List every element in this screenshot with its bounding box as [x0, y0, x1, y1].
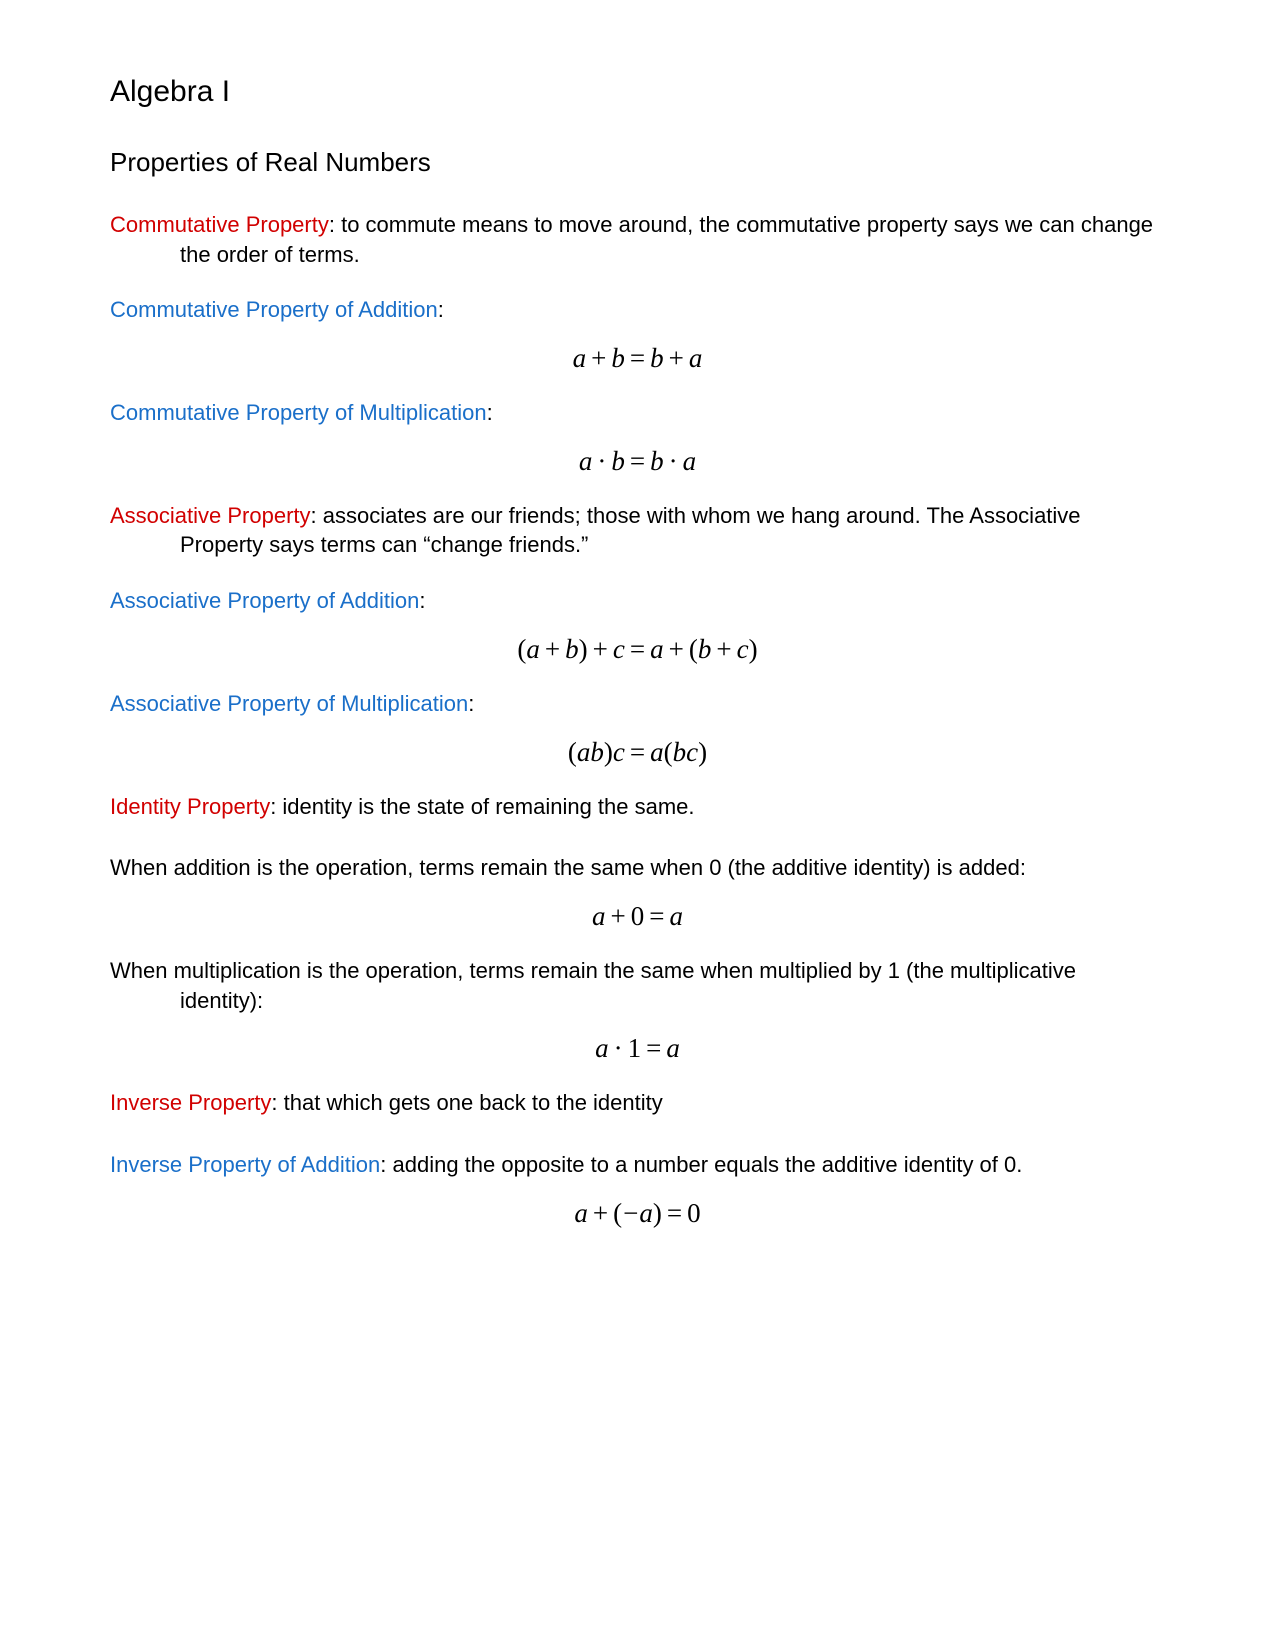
identity-addition-text: When addition is the operation, terms re…	[110, 853, 1165, 883]
colon: :	[487, 400, 493, 425]
inverse-definition: Inverse Property: that which gets one ba…	[110, 1088, 1165, 1118]
section-subtitle: Properties of Real Numbers	[110, 147, 1165, 178]
identity-definition: Identity Property: identity is the state…	[110, 792, 1165, 822]
inverse-desc: : that which gets one back to the identi…	[271, 1090, 662, 1115]
commutative-multiplication-formula: a·b=b·a	[110, 446, 1165, 477]
commutative-addition-label: Commutative Property of Addition	[110, 297, 438, 322]
identity-label: Identity Property	[110, 794, 270, 819]
commutative-multiplication-label: Commutative Property of Multiplication	[110, 400, 487, 425]
identity-addition-formula: a+0=a	[110, 901, 1165, 932]
colon: :	[468, 691, 474, 716]
inverse-addition-formula: a+(−a)=0	[110, 1198, 1165, 1229]
associative-multiplication-label: Associative Property of Multiplication	[110, 691, 468, 716]
associative-label: Associative Property	[110, 503, 311, 528]
identity-desc: : identity is the state of remaining the…	[270, 794, 694, 819]
commutative-definition: Commutative Property: to commute means t…	[110, 210, 1165, 269]
commutative-addition-heading: Commutative Property of Addition:	[110, 295, 1165, 325]
associative-addition-label: Associative Property of Addition	[110, 588, 419, 613]
associative-addition-heading: Associative Property of Addition:	[110, 586, 1165, 616]
inverse-label: Inverse Property	[110, 1090, 271, 1115]
inverse-addition-definition: Inverse Property of Addition: adding the…	[110, 1150, 1165, 1180]
colon: :	[419, 588, 425, 613]
associative-definition: Associative Property: associates are our…	[110, 501, 1165, 560]
identity-multiplication-text: When multiplication is the operation, te…	[110, 956, 1165, 1015]
identity-multiplication-formula: a·1=a	[110, 1033, 1165, 1064]
colon: :	[438, 297, 444, 322]
associative-addition-formula: (a+b)+c=a+(b+c)	[110, 634, 1165, 665]
commutative-addition-formula: a+b=b+a	[110, 343, 1165, 374]
inverse-addition-desc: : adding the opposite to a number equals…	[380, 1152, 1022, 1177]
associative-multiplication-heading: Associative Property of Multiplication:	[110, 689, 1165, 719]
page-title: Algebra I	[110, 75, 1165, 109]
associative-multiplication-formula: (ab)c=a(bc)	[110, 737, 1165, 768]
inverse-addition-label: Inverse Property of Addition	[110, 1152, 380, 1177]
commutative-multiplication-heading: Commutative Property of Multiplication:	[110, 398, 1165, 428]
associative-desc: : associates are our friends; those with…	[180, 503, 1081, 558]
commutative-label: Commutative Property	[110, 212, 329, 237]
